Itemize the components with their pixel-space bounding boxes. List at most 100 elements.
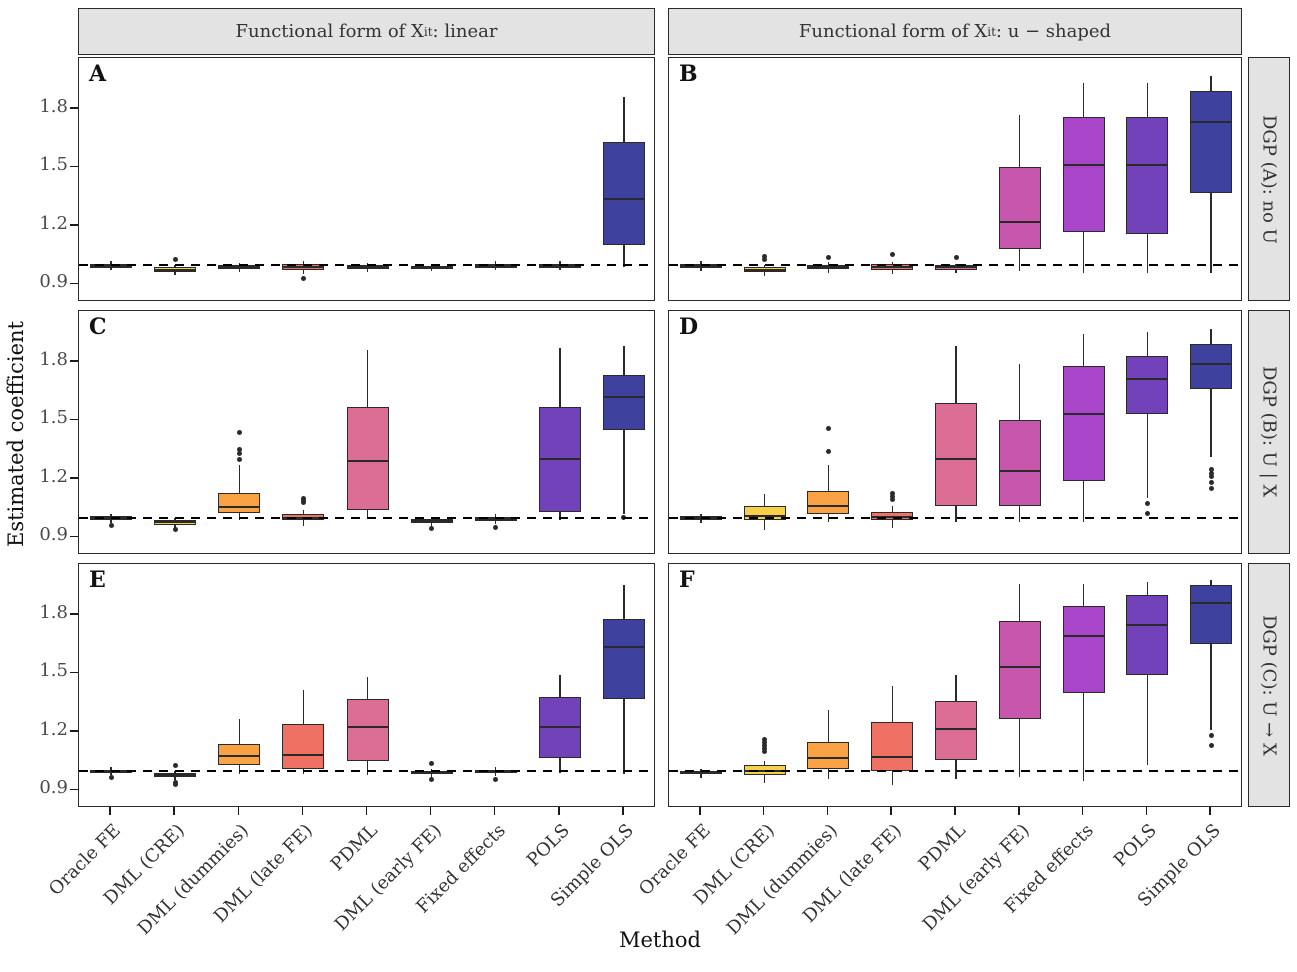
facet-strip-subscript: it	[987, 24, 996, 39]
outlier-dot	[1208, 486, 1214, 492]
box-Simple OLS	[1190, 344, 1233, 390]
outlier-dot	[236, 450, 242, 456]
median-DML (CRE)	[154, 774, 197, 777]
facet-strip-text: : u − shaped	[995, 21, 1112, 42]
y-tick-label: 1.2	[39, 718, 68, 740]
x-tick-mark	[699, 807, 701, 815]
median-Simple OLS	[602, 395, 645, 398]
reference-line	[79, 769, 654, 772]
x-tick-mark	[1081, 807, 1084, 815]
box-Simple OLS	[602, 141, 645, 246]
outlier-dot	[762, 740, 768, 746]
facet-strip-row-2: DGP (C): U → X	[1248, 563, 1290, 807]
median-DML (dummies)	[807, 265, 850, 268]
x-tick-mark	[622, 807, 624, 815]
median-POLS	[538, 725, 581, 728]
median-DML (early FE)	[998, 666, 1041, 669]
facet-strip-subscript: it	[423, 24, 433, 39]
median-Fixed effects	[1062, 413, 1105, 416]
x-tick-mark	[109, 807, 111, 815]
x-tick-mark	[826, 807, 829, 815]
whisker-POLS	[1146, 332, 1149, 499]
reference-line	[669, 263, 1241, 266]
outlier-dot	[429, 777, 435, 783]
panel-label-C: C	[89, 314, 107, 340]
median-DML (early FE)	[410, 266, 453, 269]
median-Simple OLS	[602, 197, 645, 200]
y-tick-mark	[70, 418, 78, 421]
outlier-dot	[1208, 474, 1214, 480]
panel-D: D	[668, 310, 1242, 554]
median-Fixed effects	[1062, 635, 1105, 638]
outlier-dot	[493, 777, 499, 783]
panel-label-B: B	[679, 61, 698, 87]
x-tick-mark	[429, 807, 432, 815]
box-DML (early FE)	[998, 167, 1041, 250]
median-DML (late FE)	[871, 756, 914, 759]
box-Fixed effects	[1062, 365, 1105, 481]
box-DML (dummies)	[807, 490, 850, 514]
y-tick-label: 1.5	[39, 660, 68, 682]
whisker-Simple OLS	[1210, 579, 1212, 730]
outlier-dot	[762, 745, 768, 751]
outlier-dot	[1208, 480, 1214, 486]
reference-line	[669, 769, 1241, 772]
box-DML (dummies)	[218, 743, 261, 766]
y-tick-label: 1.5	[39, 154, 68, 176]
y-tick-label: 0.9	[39, 271, 68, 293]
median-Simple OLS	[602, 645, 645, 648]
y-tick-mark	[70, 535, 78, 538]
panel-A: A	[78, 57, 655, 301]
y-tick-mark	[70, 224, 78, 226]
median-PDML	[935, 727, 977, 730]
box-POLS	[1126, 116, 1169, 234]
outlier-dot	[762, 743, 768, 749]
x-axis-title: Method	[619, 928, 701, 952]
x-tick-mark	[1145, 807, 1148, 815]
y-tick-mark	[70, 671, 78, 674]
x-tick-mark	[762, 807, 765, 815]
box-PDML	[935, 402, 977, 507]
outlier-dot	[889, 493, 895, 499]
facet-strip-row-0: DGP (A): no U	[1248, 57, 1290, 301]
box-Simple OLS	[602, 618, 645, 699]
y-tick-label: 1.2	[39, 465, 68, 487]
outlier-dot	[300, 495, 306, 501]
box-Simple OLS	[602, 375, 645, 431]
median-DML (early FE)	[998, 220, 1041, 223]
panel-label-F: F	[679, 567, 695, 593]
outlier-dot	[300, 276, 306, 282]
whisker-DML (dummies)	[238, 465, 240, 520]
outlier-dot	[172, 762, 178, 768]
median-DML (dummies)	[807, 756, 850, 759]
box-Simple OLS	[1190, 91, 1233, 193]
outlier-dot	[108, 523, 114, 529]
reference-line	[79, 516, 654, 519]
median-PDML	[346, 725, 389, 728]
median-POLS	[1126, 164, 1169, 167]
median-Simple OLS	[1190, 362, 1233, 365]
x-tick-mark	[493, 807, 496, 815]
y-tick-mark	[70, 165, 78, 168]
median-DML (dummies)	[218, 265, 261, 268]
facet-strip-row-1: DGP (B): U | X	[1248, 310, 1290, 554]
panel-label-D: D	[679, 314, 699, 340]
x-tick-mark	[1018, 807, 1020, 815]
outlier-dot	[172, 256, 178, 262]
outlier-dot	[172, 782, 178, 788]
outlier-dot	[762, 253, 768, 259]
outlier-dot	[1208, 466, 1214, 472]
y-tick-mark	[70, 360, 78, 362]
median-DML (late FE)	[282, 754, 325, 757]
median-DML (late FE)	[282, 265, 325, 268]
y-tick-mark	[70, 613, 78, 615]
outlier-dot	[953, 254, 959, 260]
median-Simple OLS	[1190, 121, 1233, 124]
median-DML (CRE)	[154, 268, 197, 271]
whisker-Simple OLS	[1210, 328, 1212, 458]
median-PDML	[346, 266, 389, 269]
y-tick-label: 0.9	[39, 524, 68, 546]
y-tick-label: 1.8	[39, 348, 68, 370]
x-tick-mark	[301, 807, 304, 815]
box-DML (dummies)	[807, 742, 850, 769]
